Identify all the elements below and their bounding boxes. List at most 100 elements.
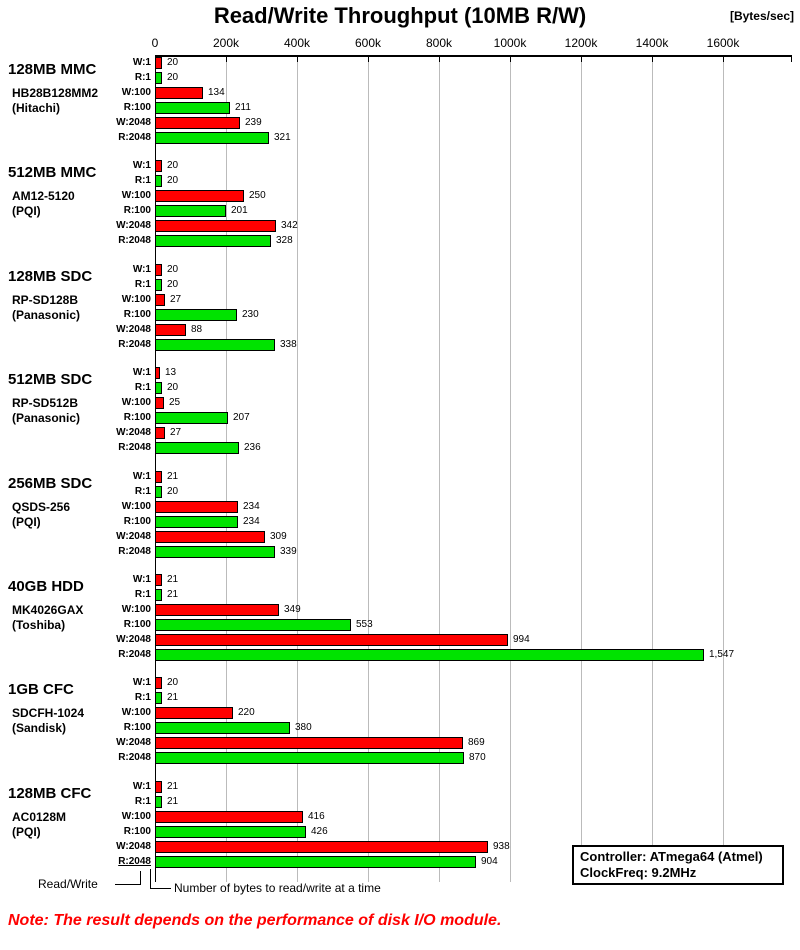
- row-label: W:100: [121, 500, 151, 512]
- bar-value-label: 20: [167, 57, 179, 68]
- bar-read: [155, 175, 162, 188]
- row-label: W:1: [132, 677, 151, 689]
- row-label: R:1: [134, 72, 151, 83]
- bar-value-label: 870: [469, 752, 486, 764]
- bar-read: [155, 442, 239, 455]
- callout-bracket-read-write: [115, 871, 141, 885]
- row-label: R:1: [134, 175, 151, 187]
- device-size-label: 256MB SDC: [8, 474, 93, 492]
- bar-write: [155, 57, 162, 69]
- bar-write: [155, 293, 165, 306]
- device-model-label: RP-SD512B: [12, 396, 79, 411]
- device-maker-label: (Hitachi): [12, 101, 60, 115]
- row-label: R:1: [134, 692, 151, 704]
- axis-tick-label: 600k: [354, 36, 382, 50]
- bar-value-label: 21: [167, 470, 179, 482]
- bar-value-label: 21: [167, 795, 179, 807]
- axis-end-tick: [791, 56, 792, 62]
- bar-read: [155, 545, 275, 558]
- bar-value-label: 134: [208, 87, 225, 98]
- bar-write: [155, 500, 238, 513]
- bar-value-label: 904: [481, 855, 498, 867]
- axis-tick-label: 1200k: [564, 36, 598, 50]
- bar-value-label: 1,547: [709, 649, 735, 660]
- device-maker-label: (Panasonic): [12, 307, 81, 322]
- row-label: R:100: [123, 515, 151, 527]
- row-label: W:1: [132, 263, 151, 275]
- callout-read-write-label: Read/Write: [38, 877, 98, 891]
- row-label: R:2048: [118, 235, 151, 247]
- device-maker-label: (PQI): [12, 514, 41, 529]
- bar-value-label: 230: [242, 308, 259, 320]
- bar-write: [155, 470, 162, 483]
- row-label: W:100: [121, 604, 151, 615]
- bar-value-label: 250: [249, 190, 266, 202]
- bar-value-label: 328: [276, 235, 293, 247]
- bar-value-label: 20: [167, 160, 179, 172]
- callout-bytes-label: Number of bytes to read/write at a time: [174, 881, 381, 895]
- bar-value-label: 416: [308, 810, 325, 822]
- gridline: [297, 55, 298, 882]
- device-maker-label: (Panasonic): [12, 411, 81, 426]
- bar-value-label: 938: [493, 840, 510, 852]
- bar-value-label: 309: [270, 530, 287, 542]
- row-label: W:2048: [116, 427, 151, 439]
- bar-read: [155, 235, 271, 248]
- axis-tick: [226, 56, 227, 62]
- row-label: R:1: [134, 589, 151, 600]
- axis-tick-label: 1000k: [493, 36, 527, 50]
- device-model-label: QSDS-256: [12, 499, 71, 514]
- row-label: R:2048: [118, 132, 151, 143]
- device-maker-label: (PQI): [12, 824, 41, 839]
- row-label: R:100: [123, 412, 151, 424]
- device-size-label: 128MB SDC: [8, 267, 93, 285]
- clockfreq-line: ClockFreq: 9.2MHz: [580, 865, 697, 880]
- bar-value-label: 380: [295, 722, 312, 734]
- device-maker-label: (Toshiba): [12, 618, 66, 632]
- bar-write: [155, 840, 488, 853]
- bar-read: [155, 649, 704, 661]
- gridline: [723, 55, 724, 882]
- device-model-label: SDCFH-1024: [12, 706, 85, 721]
- row-label: W:100: [121, 707, 151, 719]
- bar-value-label: 338: [280, 338, 297, 350]
- row-label: R:2048: [118, 545, 151, 557]
- row-label: W:2048: [116, 530, 151, 542]
- bar-value-label: 339: [280, 545, 297, 557]
- bar-value-label: 27: [170, 427, 182, 439]
- bar-read: [155, 515, 238, 528]
- bar-value-label: 236: [244, 442, 261, 454]
- bar-write: [155, 780, 162, 793]
- bar-write: [155, 397, 164, 410]
- axis-tick-label: 0: [151, 36, 159, 50]
- row-label: W:1: [132, 574, 151, 585]
- row-label: W:2048: [116, 840, 151, 852]
- device-model-label: RP-SD128B: [12, 292, 79, 307]
- gridline: [652, 55, 653, 882]
- bar-value-label: 21: [167, 692, 179, 704]
- bar-write: [155, 530, 265, 543]
- bar-write: [155, 263, 162, 276]
- gridline: [510, 55, 511, 882]
- bar-read: [155, 382, 162, 395]
- bar-read: [155, 308, 237, 321]
- bar-value-label: 20: [167, 263, 179, 275]
- bar-read: [155, 132, 269, 144]
- x-axis-line: [155, 55, 792, 57]
- bar-write: [155, 323, 186, 336]
- y-axis-line: [155, 55, 156, 882]
- row-label: R:100: [123, 825, 151, 837]
- bar-read: [155, 205, 226, 218]
- bar-read: [155, 278, 162, 291]
- bar-value-label: 239: [245, 117, 262, 128]
- device-size-label: 512MB SDC: [8, 371, 93, 389]
- row-label: R:1: [134, 382, 151, 394]
- bar-value-label: 27: [170, 293, 182, 305]
- row-label: W:100: [121, 87, 151, 98]
- bar-value-label: 321: [274, 132, 291, 143]
- chart-title: Read/Write Throughput (10MB R/W): [213, 3, 587, 28]
- gridline: [226, 55, 227, 882]
- row-label: R:2048: [118, 855, 151, 867]
- bar-value-label: 349: [284, 604, 301, 615]
- row-label: W:1: [132, 780, 151, 792]
